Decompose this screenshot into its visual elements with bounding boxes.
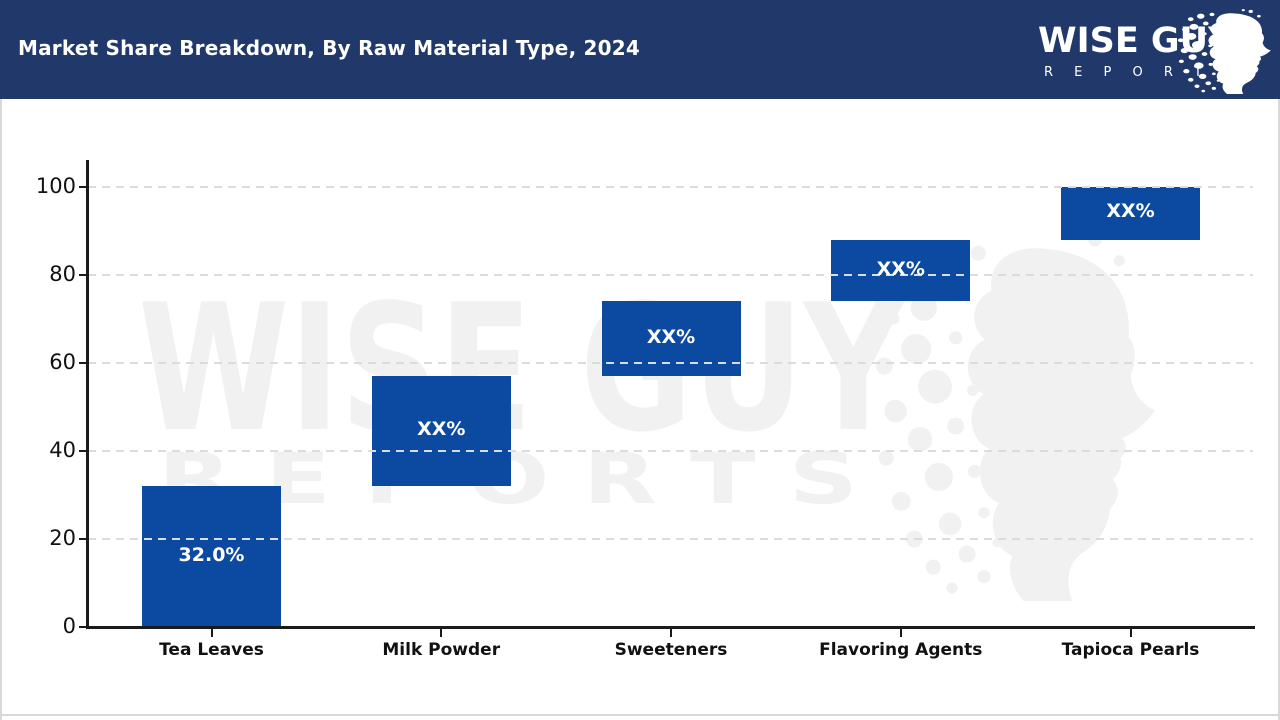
x-tick-tea-leaves xyxy=(210,628,213,637)
y-tick-label-100: 100 xyxy=(35,174,76,198)
bar-tea-leaves xyxy=(142,486,281,627)
x-tick-tapioca-pearls xyxy=(1129,628,1132,637)
y-tick-label-20: 20 xyxy=(49,526,76,550)
y-tick-20 xyxy=(79,538,88,540)
bar-value-label-flavoring-agents: XX% xyxy=(876,257,925,280)
bar-value-label-tapioca-pearls: XX% xyxy=(1106,200,1155,223)
x-category-label-sweeteners: Sweeteners xyxy=(614,640,728,660)
bottom-rule xyxy=(0,714,1280,716)
chart-title: Market Share Breakdown, By Raw Material … xyxy=(18,36,640,60)
logo-face-icon xyxy=(1177,9,1271,94)
gridline-100 xyxy=(88,186,1253,188)
gridline-40 xyxy=(88,450,1253,452)
x-category-label-milk-powder: Milk Powder xyxy=(382,640,501,660)
x-tick-milk-powder xyxy=(440,628,443,637)
y-tick-label-60: 60 xyxy=(49,350,76,374)
gridline-80 xyxy=(88,274,1253,276)
y-tick-label-0: 0 xyxy=(62,614,76,638)
y-tick-100 xyxy=(79,186,88,188)
y-tick-40 xyxy=(79,450,88,452)
x-category-label-flavoring-agents: Flavoring Agents xyxy=(819,640,983,660)
bar-value-label-milk-powder: XX% xyxy=(417,418,466,441)
header-bar: Market Share Breakdown, By Raw Material … xyxy=(0,0,1280,99)
y-tick-80 xyxy=(79,274,88,276)
bar-value-label-tea-leaves: 32.0% xyxy=(178,543,245,566)
y-tick-60 xyxy=(79,362,88,364)
bar-value-label-sweeteners: XX% xyxy=(646,325,696,348)
logo-subtitle: R E P O R T S xyxy=(1044,65,1240,80)
x-category-label-tapioca-pearls: Tapioca Pearls xyxy=(1061,640,1200,660)
gridline-60 xyxy=(88,362,1253,364)
wise-guy-logo: WISE GUY R E P O R T S xyxy=(1032,4,1272,96)
x-tick-flavoring-agents xyxy=(899,628,902,637)
x-category-label-tea-leaves: Tea Leaves xyxy=(159,640,264,660)
logo-wordmark: WISE GUY xyxy=(1038,21,1234,61)
gridline-20 xyxy=(88,538,1253,540)
x-axis-line xyxy=(86,626,1255,629)
bar-milk-powder xyxy=(371,376,511,487)
y-tick-label-40: 40 xyxy=(49,438,76,462)
y-tick-0 xyxy=(79,626,88,628)
y-axis-line xyxy=(86,160,89,629)
x-tick-sweeteners xyxy=(670,628,672,637)
y-tick-label-80: 80 xyxy=(49,262,76,286)
